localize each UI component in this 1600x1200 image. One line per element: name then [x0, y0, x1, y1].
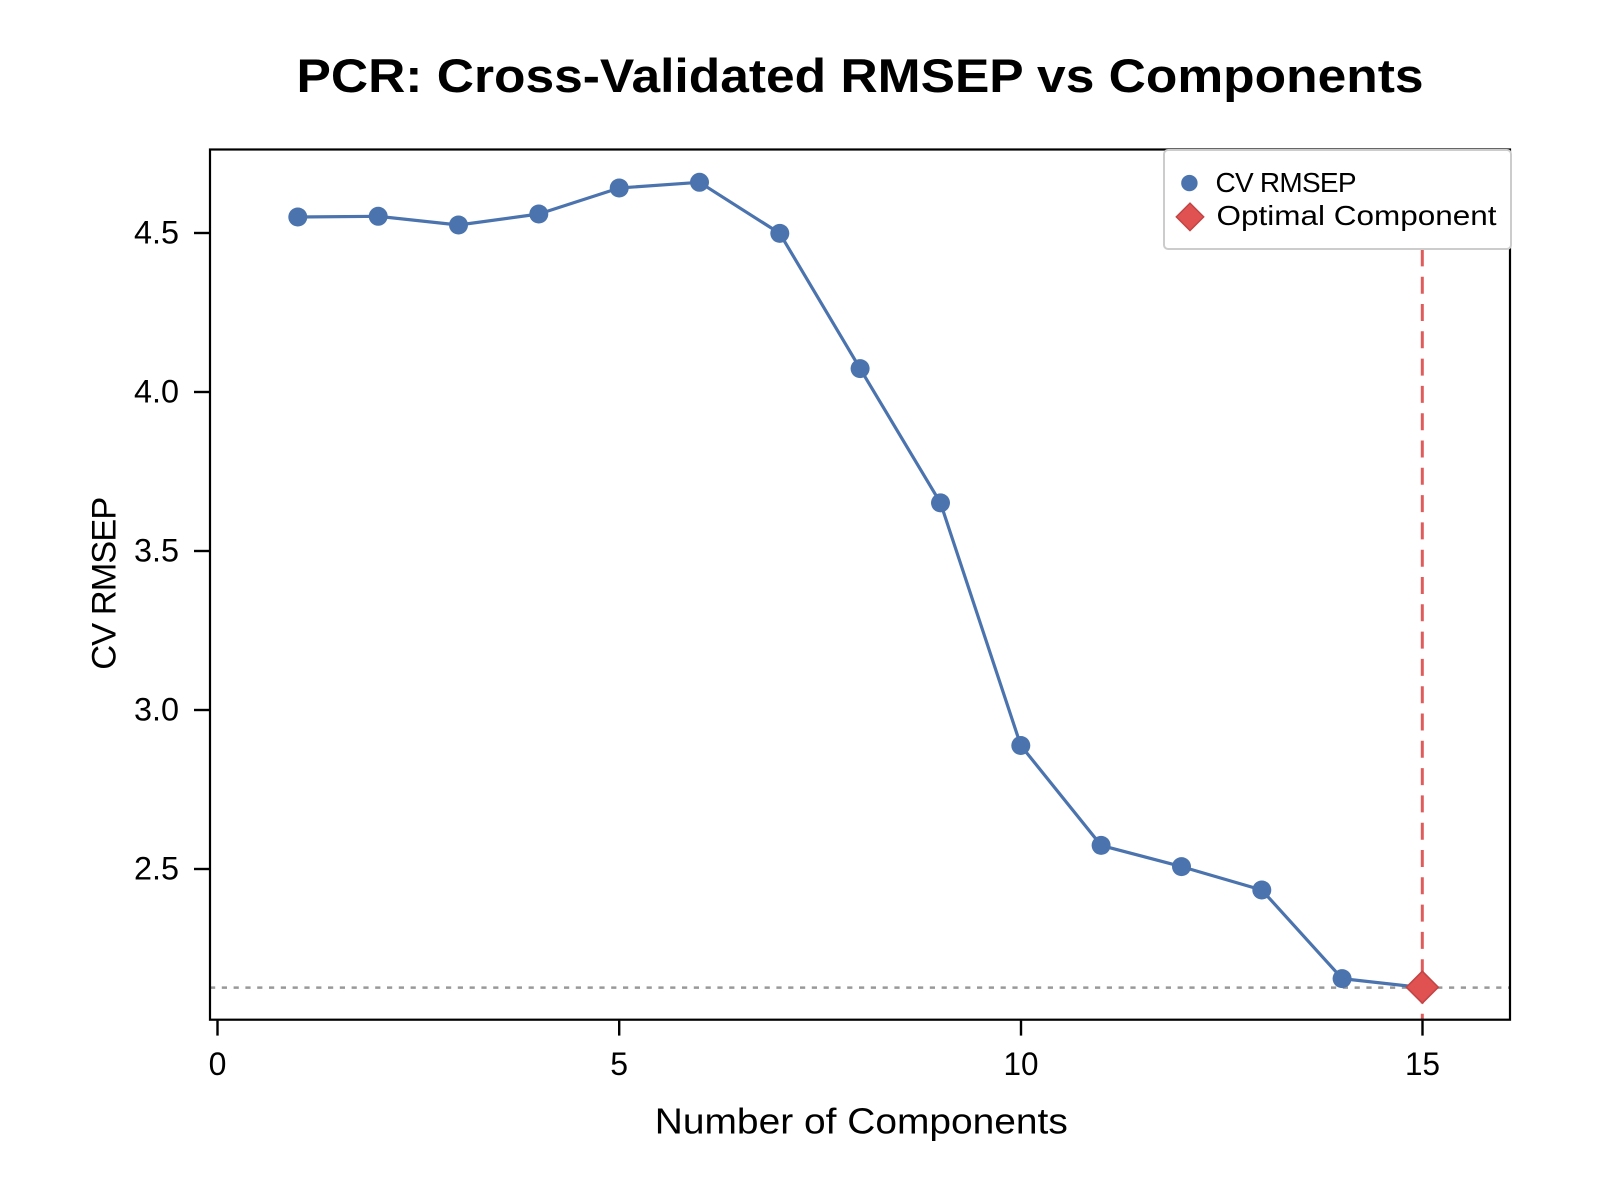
svg-text:Number of Components: Number of Components [655, 1101, 1068, 1142]
svg-text:4.0: 4.0 [134, 374, 179, 410]
svg-text:5: 5 [610, 1046, 628, 1082]
svg-text:3.5: 3.5 [134, 533, 179, 569]
svg-text:0: 0 [209, 1046, 227, 1082]
svg-text:10: 10 [1004, 1046, 1039, 1082]
svg-text:2.5: 2.5 [134, 851, 179, 887]
svg-text:3.0: 3.0 [134, 692, 179, 728]
svg-text:CV RMSEP: CV RMSEP [1216, 167, 1357, 198]
svg-text:15: 15 [1405, 1046, 1440, 1082]
svg-text:PCR: Cross-Validated RMSEP vs: PCR: Cross-Validated RMSEP vs Components [297, 49, 1424, 102]
svg-text:Optimal Component: Optimal Component [1217, 200, 1497, 231]
svg-text:CV RMSEP: CV RMSEP [85, 497, 123, 670]
svg-text:4.5: 4.5 [134, 215, 179, 251]
